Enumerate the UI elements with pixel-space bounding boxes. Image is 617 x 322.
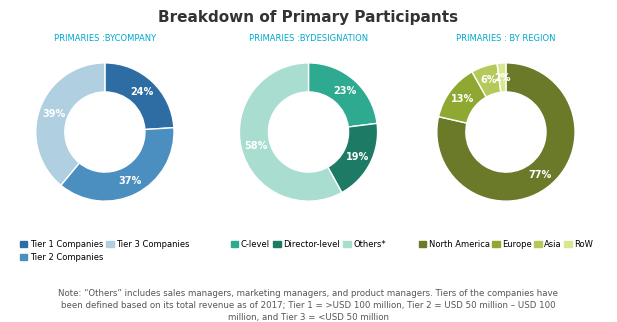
Text: 77%: 77%: [528, 170, 552, 180]
Wedge shape: [497, 63, 506, 92]
Wedge shape: [437, 63, 575, 201]
Wedge shape: [308, 63, 377, 127]
Wedge shape: [439, 72, 486, 123]
Text: Note: “Others” includes sales managers, marketing managers, and product managers: Note: “Others” includes sales managers, …: [59, 289, 558, 322]
Text: 24%: 24%: [131, 87, 154, 97]
Text: Breakdown of Primary Participants: Breakdown of Primary Participants: [159, 10, 458, 25]
Text: 6%: 6%: [481, 75, 497, 85]
Text: 39%: 39%: [42, 109, 65, 118]
Title: PRIMARIES :BYDESIGNATION: PRIMARIES :BYDESIGNATION: [249, 34, 368, 43]
Wedge shape: [36, 63, 105, 185]
Text: 19%: 19%: [346, 152, 369, 162]
Wedge shape: [239, 63, 342, 201]
Title: PRIMARIES :BYCOMPANY: PRIMARIES :BYCOMPANY: [54, 34, 156, 43]
Text: 2%: 2%: [494, 72, 511, 82]
Legend: North America, Europe, Asia, RoW: North America, Europe, Asia, RoW: [415, 236, 597, 252]
Text: 37%: 37%: [118, 176, 141, 186]
Text: 23%: 23%: [333, 86, 356, 96]
Wedge shape: [328, 123, 378, 193]
Legend: Tier 1 Companies, Tier 2 Companies, Tier 3 Companies: Tier 1 Companies, Tier 2 Companies, Tier…: [17, 236, 193, 265]
Legend: C-level, Director-level, Others*: C-level, Director-level, Others*: [228, 236, 389, 252]
Text: 58%: 58%: [244, 141, 267, 151]
Wedge shape: [472, 63, 501, 97]
Title: PRIMARIES : BY REGION: PRIMARIES : BY REGION: [456, 34, 556, 43]
Wedge shape: [105, 63, 174, 129]
Text: 13%: 13%: [450, 94, 474, 104]
Wedge shape: [61, 128, 174, 201]
